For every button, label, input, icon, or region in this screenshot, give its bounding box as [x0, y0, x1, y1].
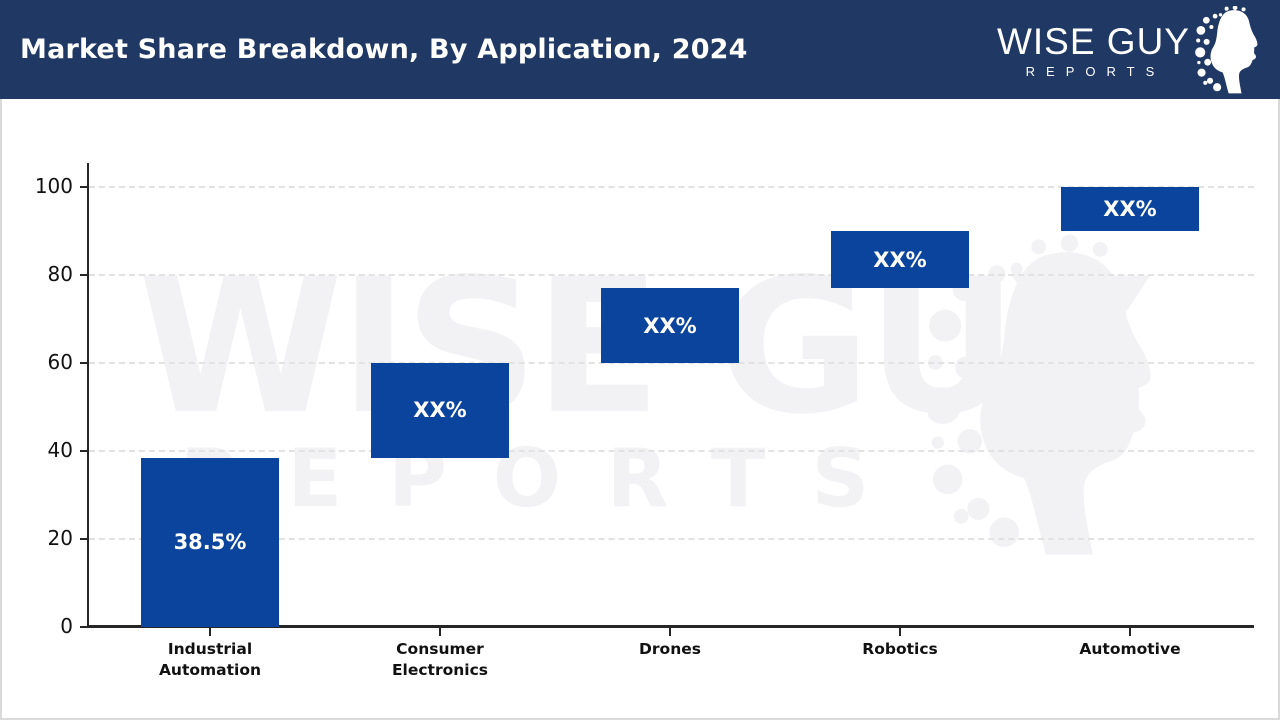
logo-subtext: REPORTS	[1025, 63, 1166, 79]
header: Market Share Breakdown, By Application, …	[0, 0, 1280, 99]
logo-word: WISE GUY	[996, 20, 1190, 62]
logo: WISE GUY REPORTS	[997, 6, 1266, 94]
watermark-subtext: REPORTS	[180, 432, 916, 525]
page-title: Market Share Breakdown, By Application, …	[20, 34, 748, 65]
watermark-text: WISE GUY	[138, 238, 1149, 455]
watermark-head-icon	[928, 234, 1151, 555]
logo-head-icon	[1195, 6, 1258, 94]
logo-wordmark: WISE GUY REPORTS	[996, 20, 1190, 79]
